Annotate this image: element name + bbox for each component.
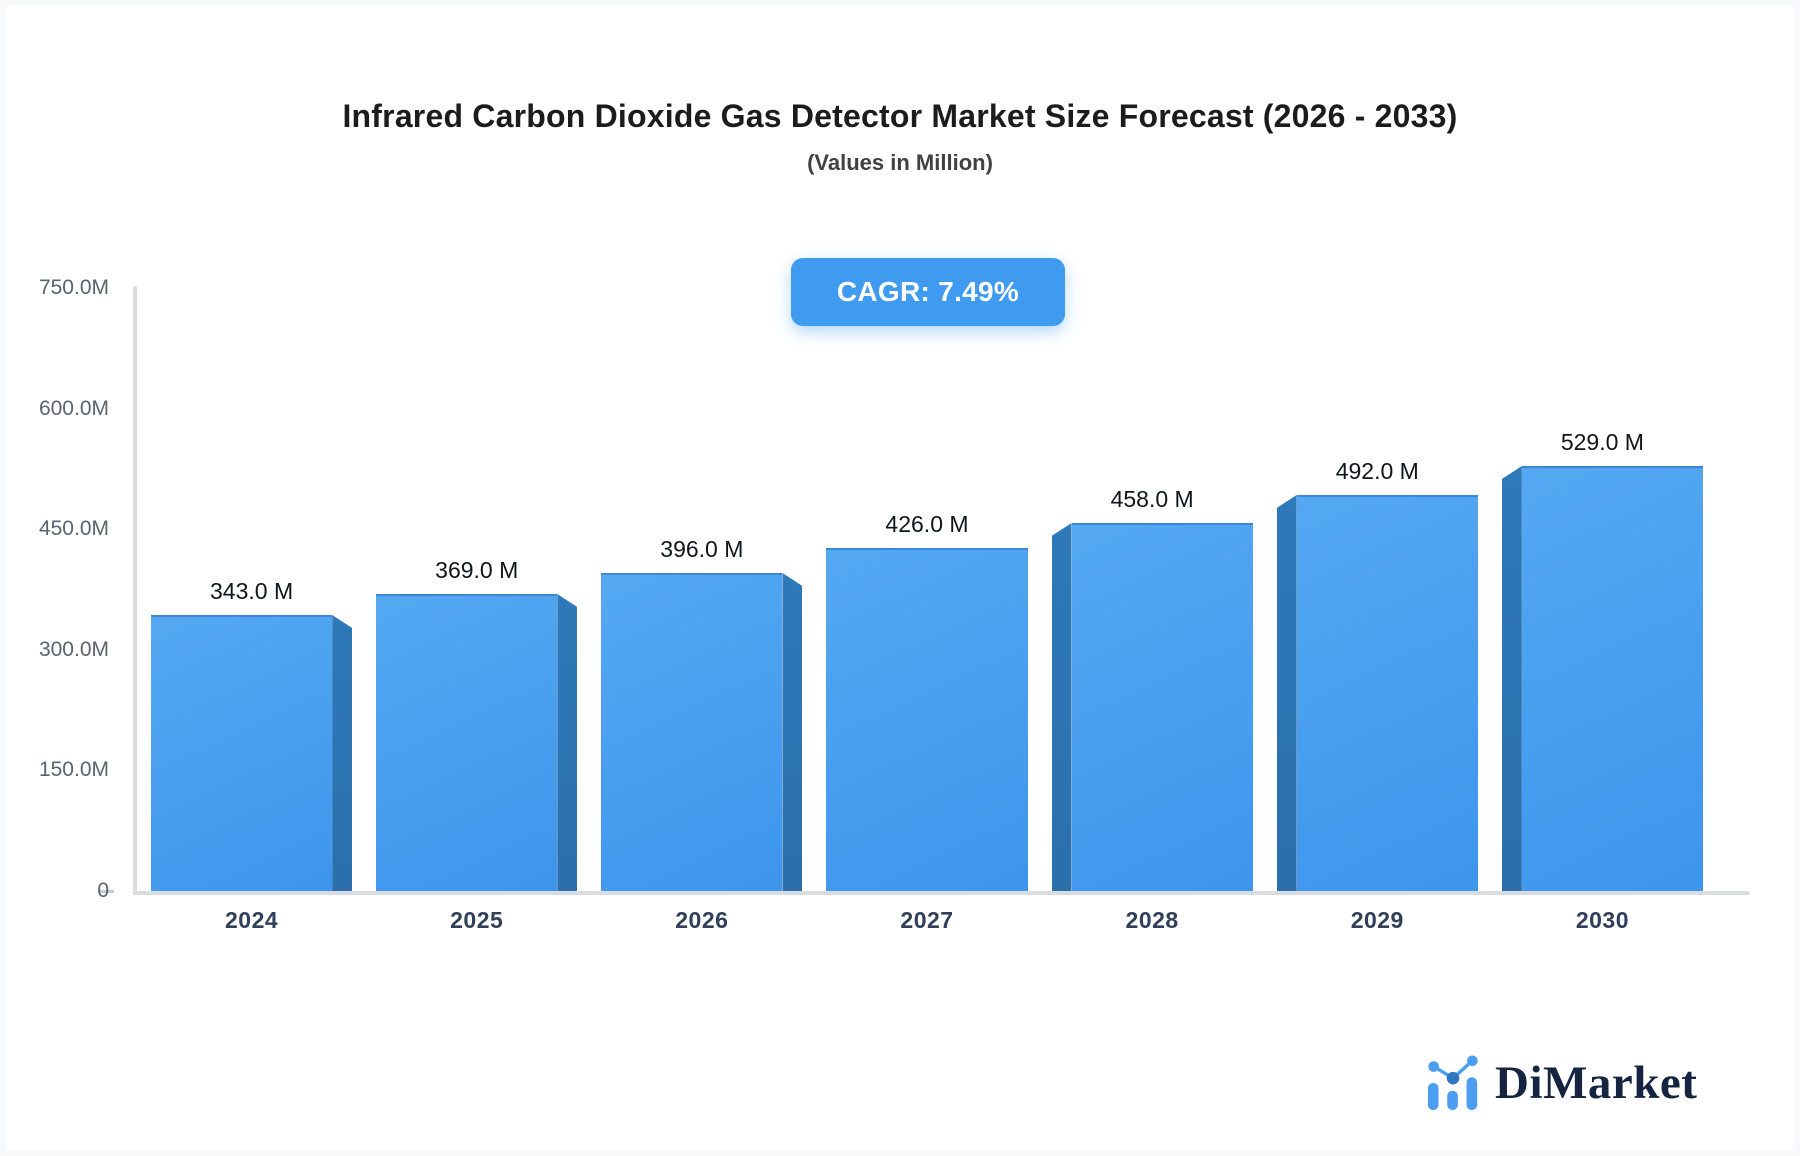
y-tick-label: 0 [97, 879, 109, 902]
bar-side-face [1501, 466, 1522, 891]
y-tick-label: 300.0M [38, 637, 109, 661]
bar-front-face [376, 594, 558, 891]
bar-side-face [782, 573, 803, 891]
x-tick-label: 2024 [224, 907, 279, 933]
bar-side-face [1051, 523, 1072, 891]
bar-slot: 458.0 M [1051, 288, 1253, 891]
bar-2028: 458.0 M [1051, 486, 1253, 891]
y-tick-label: 450.0M [38, 517, 109, 541]
bar-slot: 369.0 M [376, 288, 578, 891]
cagr-badge: CAGR: 7.49% [791, 258, 1065, 326]
bar-value-label: 492.0 M [1335, 458, 1419, 484]
bar-2024: 343.0 M [151, 578, 353, 891]
bar-front-face [826, 548, 1028, 891]
bar-slot: 426.0 M [826, 288, 1028, 891]
bar-value-label: 396.0 M [660, 536, 744, 562]
bar-slot: 396.0 M [601, 288, 803, 891]
bar-slot: 529.0 M [1501, 288, 1703, 891]
bar-side-face [557, 594, 578, 891]
x-tick-label: 2030 [1575, 907, 1629, 933]
y-axis-line [133, 286, 137, 893]
y-tick-label: 600.0M [38, 396, 109, 420]
x-tick-label: 2028 [1125, 907, 1179, 933]
brand-logo: DiMarket [1425, 1047, 1697, 1119]
bar-front-face [1296, 495, 1478, 891]
bar-value-label: 529.0 M [1560, 429, 1644, 455]
zero-tick-mark [98, 890, 114, 893]
x-axis-labels: 2024 2025 2026 2027 2028 2029 2030 [151, 907, 1703, 939]
cagr-badge-label: CAGR: 7.49% [836, 276, 1020, 307]
bar-2030: 529.0 M [1501, 429, 1703, 891]
y-axis-labels: 0 150.0M 300.0M 450.0M 600.0M 750.0M [5, 276, 109, 902]
bar-front-face [601, 573, 783, 891]
x-axis-line [133, 891, 1750, 895]
bar-2029: 492.0 M [1276, 458, 1478, 891]
page-title: Infrared Carbon Dioxide Gas Detector Mar… [342, 98, 1458, 134]
bar-front-face [1521, 466, 1703, 891]
bar-value-label: 458.0 M [1110, 486, 1194, 512]
bars-row: 343.0 M 369.0 M 396.0 M 426.0 M 458.0 M 492.0… [151, 288, 1703, 891]
bar-value-label: 343.0 M [210, 578, 294, 604]
bar-side-face [332, 615, 353, 891]
bar-2027: 426.0 M [826, 511, 1028, 891]
y-tick-label: 750.0M [38, 276, 109, 299]
bar-slot: 343.0 M [151, 288, 353, 891]
bar-value-label: 426.0 M [885, 511, 969, 537]
bar-slot: 492.0 M [1276, 288, 1478, 891]
bar-2026: 396.0 M [601, 536, 803, 891]
bar-2025: 369.0 M [376, 557, 578, 891]
bar-side-face [1276, 495, 1297, 891]
bar-front-face [1071, 523, 1253, 891]
page-subtitle: (Values in Million) [807, 150, 993, 175]
mini-bar-line-chart-icon [1427, 1055, 1478, 1111]
x-tick-label: 2027 [900, 907, 954, 933]
x-tick-label: 2026 [675, 907, 729, 933]
chart-card: Infrared Carbon Dioxide Gas Detector Mar… [5, 5, 1795, 1151]
y-tick-label: 150.0M [38, 758, 109, 782]
x-tick-label: 2029 [1350, 907, 1404, 933]
bar-front-face [151, 615, 333, 891]
bar-value-label: 369.0 M [435, 557, 519, 583]
brand-logo-text: DiMarket [1495, 1057, 1698, 1109]
x-tick-label: 2025 [450, 907, 504, 933]
